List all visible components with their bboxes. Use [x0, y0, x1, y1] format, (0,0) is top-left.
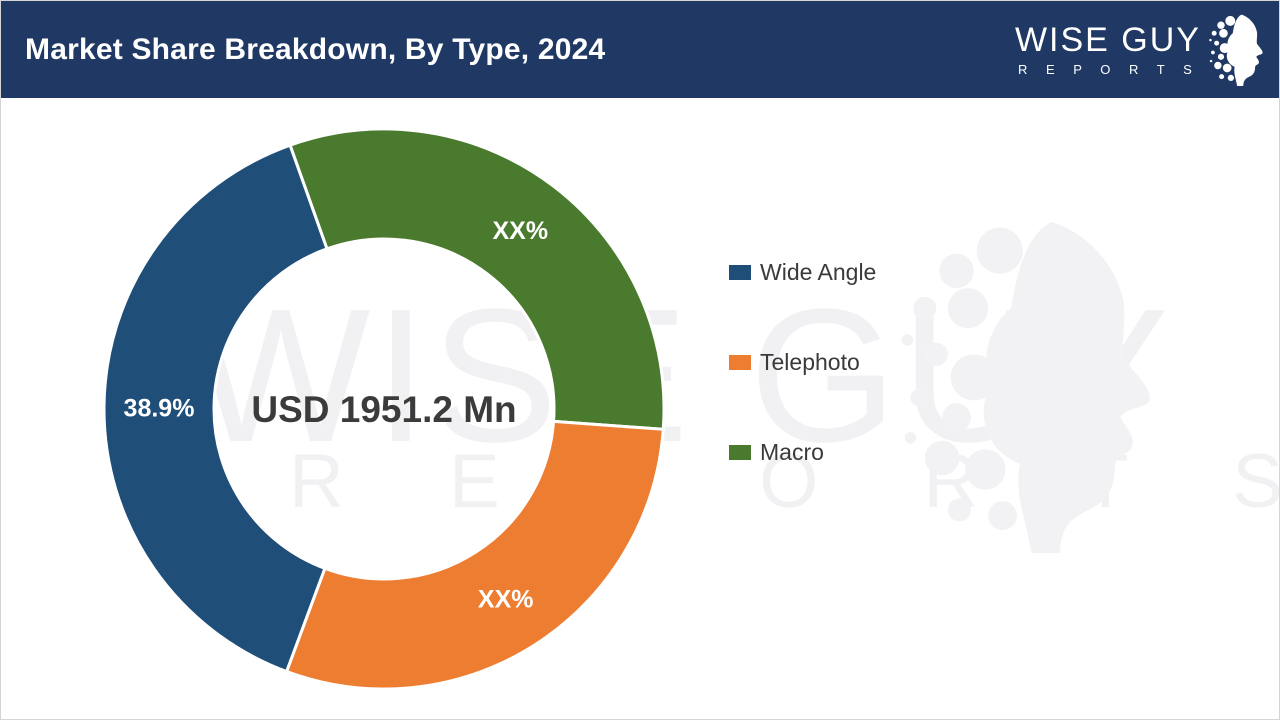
wise-guy-logo: WISE GUY R E P O R T S — [1015, 12, 1265, 88]
page-title: Market Share Breakdown, By Type, 2024 — [25, 32, 606, 66]
legend-item-macro: Macro — [729, 438, 876, 466]
donut-chart: XX% XX% 38.9% USD 1951.2 Mn — [102, 127, 666, 691]
legend-color-swatch — [729, 354, 751, 370]
donut-data-label: XX% — [493, 217, 549, 245]
chart-center-value: USD 1951.2 Mn — [251, 389, 516, 430]
legend-color-swatch — [729, 444, 751, 460]
header-bar: Market Share Breakdown, By Type, 2024 WI… — [1, 1, 1279, 98]
legend-item-telephoto: Telephoto — [729, 348, 876, 376]
legend-item-label: Telephoto — [760, 348, 860, 375]
logo-face-icon — [1209, 14, 1263, 86]
logo-text: WISE GUY R E P O R T S — [1015, 23, 1201, 76]
legend-item-label: Wide Angle — [760, 258, 877, 285]
logo-brand-text: WISE GUY — [1014, 21, 1201, 59]
legend-color-swatch — [729, 264, 751, 280]
watermark-face-image — [901, 221, 1150, 554]
chart-legend: Wide Angle Telephoto Macro — [729, 258, 876, 466]
donut-data-label: XX% — [478, 585, 534, 613]
donut-data-label: 38.9% — [124, 395, 195, 423]
legend-item-label: Macro — [760, 438, 824, 465]
legend-item-wide-angle: Wide Angle — [729, 258, 876, 286]
donut-segment-macro — [288, 127, 666, 431]
donut-segment-wide-angle — [102, 143, 329, 674]
donut-segment-telephoto — [284, 419, 665, 691]
logo-sub-text: R E P O R T S — [1017, 62, 1200, 77]
